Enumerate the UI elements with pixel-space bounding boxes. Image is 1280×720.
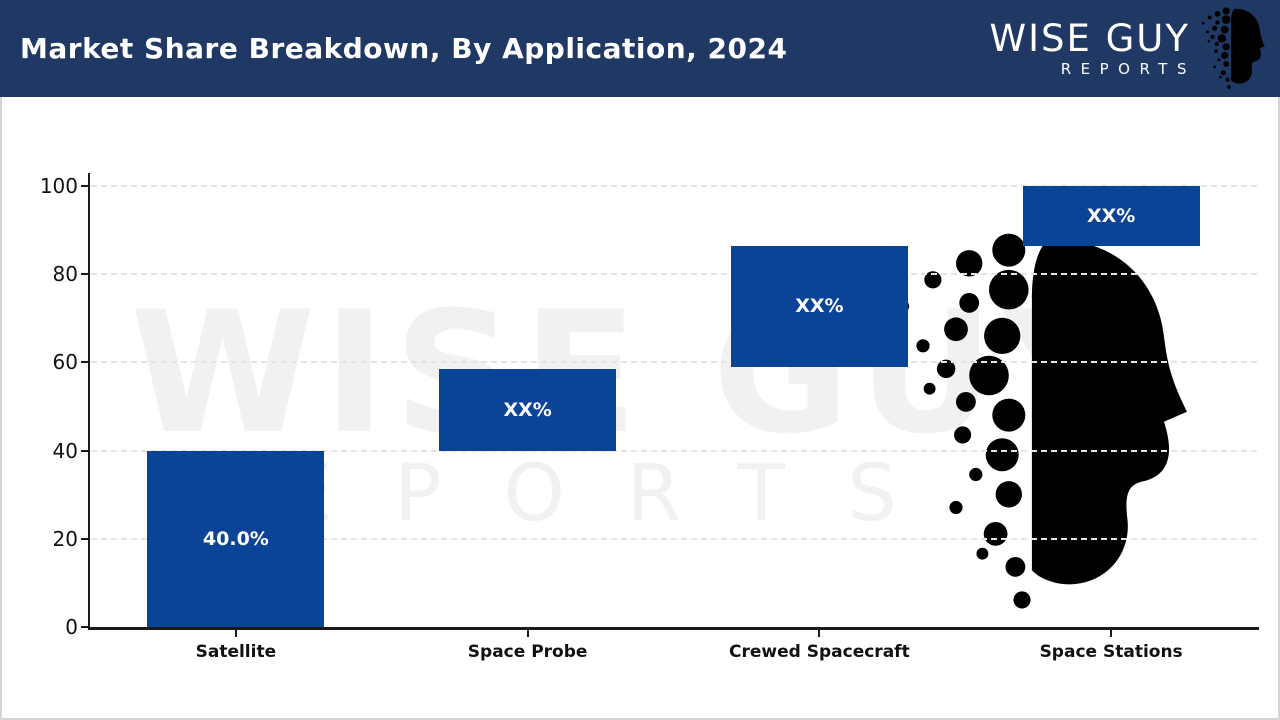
bar-space-stations: XX% — [1022, 186, 1200, 246]
x-axis-category-label: Crewed Spacecraft — [729, 642, 910, 662]
bar-space-probe: XX% — [439, 369, 617, 451]
page-title: Market Share Breakdown, By Application, … — [20, 32, 788, 65]
chart-canvas: WISE GUY REPORTS 0 20 40 60 80 100 40.0% Satell… — [0, 97, 1280, 720]
bar-value-label: 40.0% — [202, 527, 269, 550]
x-axis-category-label: Space Probe — [467, 642, 588, 662]
plot-area: 0 20 40 60 80 100 40.0% Satellite XX% Space Probe… — [2, 97, 1278, 718]
x-axis-line — [88, 627, 1259, 630]
y-axis-tick-label: 100 — [39, 174, 78, 198]
y-axis-tick-mark — [81, 273, 90, 276]
bar-crewed-spacecraft: XX% — [730, 245, 908, 367]
gridline — [91, 449, 1257, 452]
x-axis-tick-mark — [526, 630, 529, 637]
x-axis-category-label: Space Stations — [1039, 642, 1183, 662]
gridline — [91, 537, 1257, 540]
y-axis-tick-mark — [81, 449, 90, 452]
y-axis-tick-mark — [81, 626, 90, 628]
y-axis-tick-mark — [81, 361, 90, 364]
logo-wordmark-main: WISE GUY — [989, 16, 1190, 60]
logo-wordmark: WISE GUY REPORTS — [990, 20, 1190, 78]
y-axis-tick-label: 20 — [52, 526, 78, 551]
bar-satellite: 40.0% — [147, 450, 325, 627]
x-axis-category-label: Satellite — [195, 642, 277, 662]
y-axis-tick-label: 60 — [52, 350, 78, 375]
y-axis-line — [88, 172, 90, 630]
x-axis-tick-mark — [234, 630, 237, 637]
bar-value-label: XX% — [503, 398, 552, 421]
y-axis-tick-mark — [81, 185, 90, 187]
gridline — [91, 273, 1257, 276]
header-bar: Market Share Breakdown, By Application, … — [0, 0, 1280, 97]
wiseguy-logo: WISE GUY REPORTS — [990, 6, 1266, 92]
y-axis-tick-label: 80 — [52, 262, 78, 287]
logo-head-icon — [1201, 6, 1265, 89]
x-axis-tick-mark — [818, 630, 821, 637]
x-axis-tick-mark — [1110, 630, 1113, 637]
y-axis-tick-mark — [81, 537, 90, 540]
y-axis-tick-label: 0 — [65, 615, 78, 639]
bar-value-label: XX% — [1086, 204, 1136, 227]
gridline — [91, 185, 1257, 187]
bar-value-label: XX% — [795, 295, 844, 318]
gridline — [91, 361, 1257, 364]
logo-wordmark-sub: REPORTS — [1060, 59, 1196, 78]
y-axis-tick-label: 40 — [52, 438, 78, 463]
